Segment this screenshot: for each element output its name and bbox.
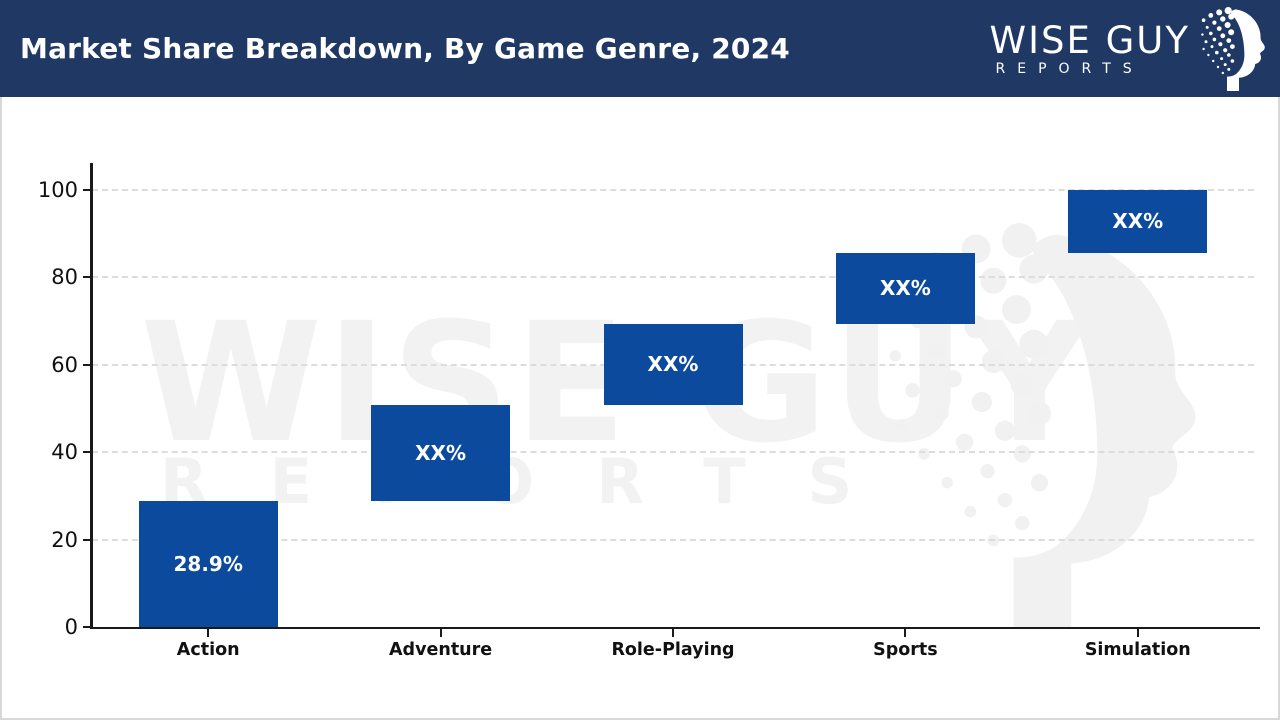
x-axis-label: Adventure — [389, 640, 493, 660]
x-axis-label: Action — [176, 640, 240, 660]
bar-sports: XX% — [835, 252, 975, 324]
y-tick-label: 20 — [51, 527, 78, 552]
x-tick — [672, 629, 674, 637]
bar-adventure: XX% — [371, 405, 511, 501]
bar-action: 28.9% — [138, 500, 278, 627]
y-tick — [83, 626, 91, 628]
gridline-80 — [92, 276, 1254, 279]
x-tick — [207, 629, 210, 637]
x-axis-spine — [90, 626, 1260, 629]
wiseguy-logo: WISE GUY REPORTS — [990, 6, 1266, 91]
y-tick — [83, 363, 91, 366]
x-axis-label: Role-Playing — [611, 640, 735, 660]
bar-simulation: XX% — [1068, 190, 1208, 253]
y-tick-label: 40 — [51, 440, 78, 465]
gridline-20 — [92, 538, 1254, 541]
x-axis-label: Sports — [873, 640, 938, 660]
logo-wordmark-line1: WISE GUY — [989, 18, 1190, 62]
y-tick-label: 60 — [51, 352, 78, 377]
y-tick — [83, 276, 91, 279]
bar-value-label: 28.9% — [173, 551, 243, 576]
y-tick — [83, 538, 91, 541]
header: Market Share Breakdown, By Game Genre, 2… — [0, 0, 1280, 97]
x-tick — [439, 629, 442, 637]
x-tick — [904, 629, 907, 637]
chart-title: Market Share Breakdown, By Game Genre, 2… — [20, 32, 790, 65]
logo-wordmark-line2: REPORTS — [995, 60, 1144, 77]
bar-value-label: XX% — [415, 440, 467, 465]
gridline-100 — [92, 189, 1254, 191]
x-tick — [1136, 629, 1139, 637]
bar-role-playing: XX% — [603, 323, 743, 405]
logo-wordmark: WISE GUY REPORTS — [990, 22, 1190, 76]
bar-value-label: XX% — [879, 276, 931, 301]
bar-value-label: XX% — [647, 352, 699, 377]
plot-area: 0 20 40 60 80 100 Action 28.9% Adventure XX% Role-… — [2, 97, 1278, 718]
y-tick-label: 80 — [51, 265, 78, 290]
chart-canvas: WISE GUY REPORTS 0 20 40 60 80 100 Action 28.9%… — [2, 97, 1278, 718]
y-tick — [83, 189, 91, 191]
y-tick-label: 100 — [37, 178, 78, 202]
gridline-40 — [92, 451, 1254, 454]
x-axis-label: Simulation — [1084, 640, 1191, 660]
y-axis-spine — [90, 163, 93, 629]
logo-head-icon — [1201, 6, 1265, 91]
y-tick — [83, 451, 91, 454]
y-tick-label: 0 — [64, 615, 78, 639]
bar-value-label: XX% — [1112, 209, 1164, 234]
